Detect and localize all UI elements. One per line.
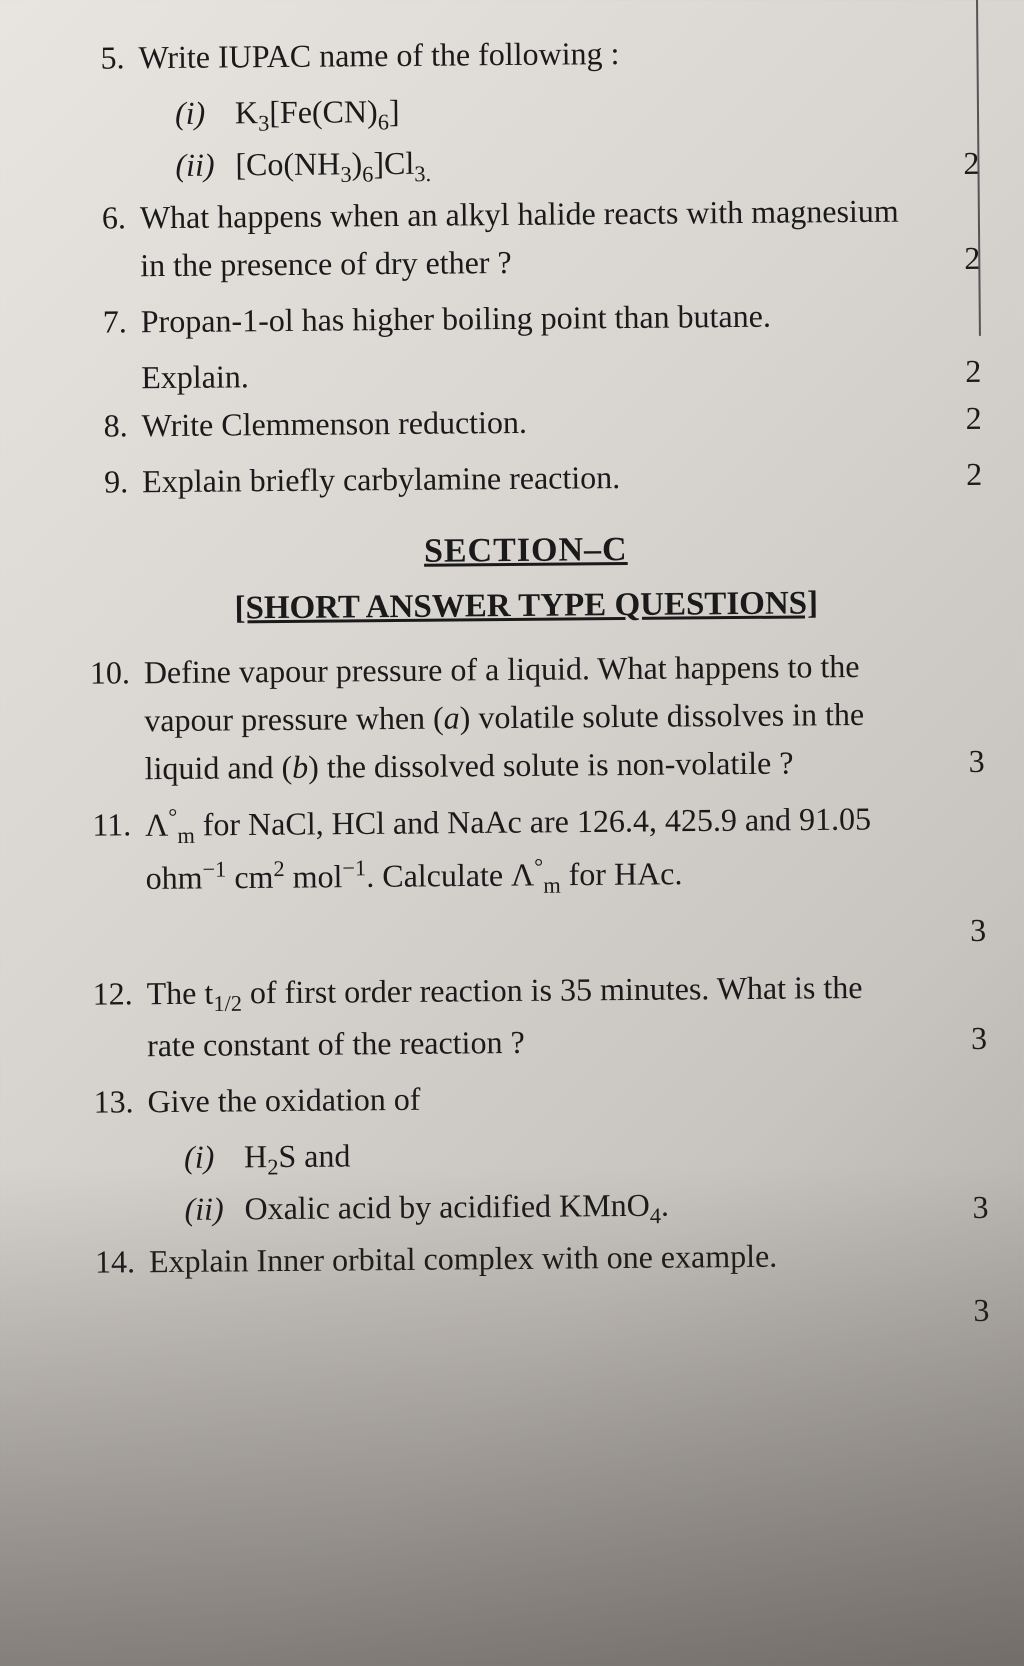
question-5: 5. Write IUPAC name of the following :: [64, 26, 978, 82]
part-label: (i): [184, 1133, 244, 1186]
exam-page: 5. Write IUPAC name of the following : (…: [0, 0, 1024, 1381]
part-label: (ii): [175, 140, 235, 193]
question-13-part-i: (i) H2S and: [74, 1126, 988, 1186]
section-c-header: SECTION–C: [69, 528, 983, 574]
question-text: Explain.: [141, 346, 941, 401]
question-text: Write IUPAC name of the following :: [138, 26, 978, 81]
marks: 2: [940, 234, 980, 282]
part-text: Oxalic acid by acidified KMnO4.: [244, 1179, 948, 1237]
question-text: The t1/2 of first order reaction is 35 m…: [146, 963, 947, 1070]
question-number: 10.: [70, 648, 144, 697]
marks: 3: [946, 906, 986, 954]
question-text: Give the oxidation of: [147, 1070, 987, 1125]
marks: 3: [947, 1014, 987, 1062]
question-number: 5.: [64, 33, 138, 82]
question-13-part-ii: (ii) Oxalic acid by acidified KMnO4.: [74, 1179, 948, 1239]
question-text: Write Clemmenson reduction.: [141, 394, 941, 449]
question-number: 9.: [68, 457, 142, 506]
question-14: 14. Explain Inner orbital complex with o…: [75, 1230, 989, 1286]
marks: 3: [949, 1286, 989, 1334]
part-formula: K3[Fe(CN)6]: [235, 82, 979, 140]
question-text: Λ°m for NaCl, HCl and NaAc are 126.4, 42…: [145, 793, 986, 906]
question-6: 6. What happens when an alkyl halide rea…: [66, 186, 981, 290]
question-text: Propan-1-ol has higher boiling point tha…: [141, 290, 981, 345]
section-c-subheader: [SHORT ANSWER TYPE QUESTIONS]: [69, 584, 983, 629]
marks: 2: [942, 450, 982, 498]
question-11-marks-row: 3: [72, 906, 986, 962]
question-5-part-i: (i) K3[Fe(CN)6]: [65, 82, 979, 142]
question-text: Explain Inner orbital complex with one e…: [149, 1230, 989, 1285]
part-label: (i): [175, 88, 235, 141]
question-number: 13.: [73, 1078, 147, 1127]
marks: 3: [948, 1189, 988, 1230]
marks: 2: [941, 394, 981, 442]
question-number: 11.: [71, 800, 145, 849]
part-formula: [Co(NH3)6]Cl3.: [235, 134, 939, 192]
question-5-part-ii-row: (ii) [Co(NH3)6]Cl3. 2: [65, 134, 979, 194]
question-number: 8.: [67, 401, 141, 450]
question-5-part-ii: (ii) [Co(NH3)6]Cl3.: [65, 134, 939, 194]
question-7-line1: 7. Propan-1-ol has higher boiling point …: [67, 290, 981, 346]
question-number: 6.: [66, 193, 140, 242]
question-number: 14.: [75, 1238, 149, 1287]
part-label: (ii): [184, 1185, 244, 1238]
question-10: 10. Define vapour pressure of a liquid. …: [70, 641, 985, 793]
question-9: 9. Explain briefly carbylamine reaction.…: [68, 450, 982, 506]
question-text: Explain briefly carbylamine reaction.: [142, 450, 942, 505]
marks: 2: [941, 353, 981, 394]
question-number: 7.: [67, 297, 141, 346]
question-14-marks-row: 3: [75, 1286, 989, 1342]
margin-rule: [976, 0, 981, 336]
question-8: 8. Write Clemmenson reduction. 2: [67, 394, 981, 450]
question-13-part-ii-row: (ii) Oxalic acid by acidified KMnO4. 3: [74, 1178, 988, 1238]
question-text: Define vapour pressure of a liquid. What…: [144, 641, 945, 792]
question-text: What happens when an alkyl halide reacts…: [140, 186, 941, 289]
question-7-line2: Explain.: [67, 346, 941, 402]
question-12: 12. The t1/2 of first order reaction is …: [72, 962, 987, 1070]
part-text: H2S and: [244, 1126, 988, 1184]
question-7-line2-row: Explain. 2: [67, 346, 981, 402]
question-number: 12.: [72, 970, 146, 1019]
question-11: 11. Λ°m for NaCl, HCl and NaAc are 126.4…: [71, 793, 986, 906]
marks: 2: [939, 145, 979, 186]
marks: 3: [944, 737, 984, 785]
question-13: 13. Give the oxidation of: [73, 1070, 987, 1126]
